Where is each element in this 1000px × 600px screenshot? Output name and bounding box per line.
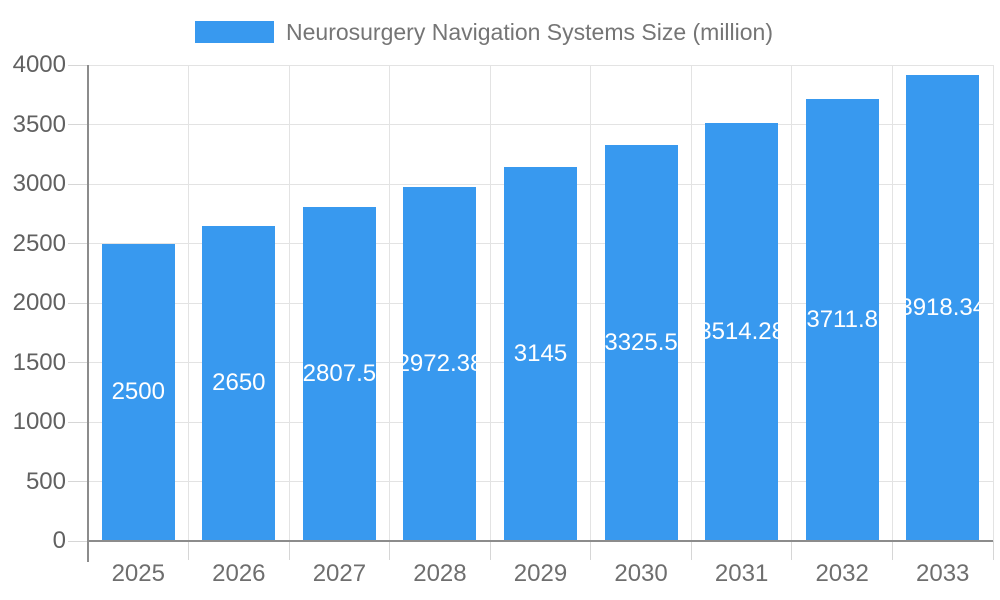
x-axis-label: 2031 xyxy=(714,560,769,587)
bar: 3918.34 xyxy=(906,74,980,541)
x-axis-label: 2032 xyxy=(815,560,869,587)
bar: 2500 xyxy=(101,243,175,541)
bar-value-label: 3711.8 xyxy=(806,306,878,334)
x-gridline xyxy=(389,65,391,541)
x-gridline xyxy=(992,65,994,541)
bar-value-label: 2807.5 xyxy=(302,359,376,387)
x-axis-label: 2030 xyxy=(614,560,668,587)
x-axis-label: 2028 xyxy=(413,560,467,587)
legend-label: Neurosurgery Navigation Systems Size (mi… xyxy=(286,18,773,45)
bar: 3711.8 xyxy=(805,99,879,541)
y-axis-label: 3000 xyxy=(12,170,66,197)
x-gridline xyxy=(188,65,190,541)
x-gridline xyxy=(690,65,692,541)
bar: 2650 xyxy=(202,225,276,541)
bar-value-label: 3145 xyxy=(513,339,568,367)
x-gridline xyxy=(590,65,592,541)
y-axis-tick xyxy=(68,124,88,125)
bar: 2972.38 xyxy=(403,187,477,541)
y-axis-label: 2000 xyxy=(12,289,66,316)
x-axis-tick xyxy=(389,541,391,560)
y-axis-tick xyxy=(68,540,88,542)
y-axis-label: 1500 xyxy=(12,348,66,376)
y-axis-label: 3500 xyxy=(12,110,66,138)
x-axis-tick xyxy=(791,541,793,560)
x-axis-tick xyxy=(590,541,592,560)
bar-value-label: 2650 xyxy=(212,369,266,397)
y-axis-line xyxy=(87,65,89,562)
y-axis-tick xyxy=(68,362,88,363)
y-axis-label: 500 xyxy=(25,467,66,495)
y-axis-tick xyxy=(68,183,88,185)
x-gridline xyxy=(489,65,491,541)
chart-legend: Neurosurgery Navigation Systems Size (mi… xyxy=(195,18,773,45)
x-gridline xyxy=(288,65,290,541)
x-axis-line xyxy=(88,540,993,542)
x-axis-label: 2025 xyxy=(111,560,165,587)
x-gridline xyxy=(891,65,893,541)
y-axis-tick xyxy=(68,302,88,304)
x-axis-tick xyxy=(891,541,893,560)
bar-value-label: 3325.5 xyxy=(604,329,678,357)
y-axis-tick xyxy=(68,243,88,244)
bar-value-label: 2972.38 xyxy=(403,350,476,378)
x-axis-tick xyxy=(690,541,692,560)
y-gridline xyxy=(88,64,993,66)
x-axis-tick xyxy=(992,541,994,560)
y-axis-tick xyxy=(68,64,88,66)
bar-value-label: 3918.34 xyxy=(906,293,979,321)
x-axis-tick xyxy=(288,541,290,560)
x-axis-tick xyxy=(188,541,190,560)
x-axis-label: 2027 xyxy=(312,560,367,587)
y-axis-label: 2500 xyxy=(12,229,66,257)
y-axis-label: 0 xyxy=(52,527,66,554)
x-gridline xyxy=(791,65,793,541)
x-axis-label: 2033 xyxy=(916,560,970,587)
y-axis-tick xyxy=(68,481,88,482)
bar-value-label: 3514.28 xyxy=(705,317,778,345)
bar: 2807.5 xyxy=(302,206,376,541)
bar: 3325.5 xyxy=(604,145,678,541)
y-axis-label: 1000 xyxy=(12,408,66,435)
x-axis-label: 2029 xyxy=(513,560,568,587)
bar: 3145 xyxy=(504,166,577,541)
y-gridline xyxy=(88,124,993,125)
x-axis-tick xyxy=(489,541,491,560)
legend-swatch xyxy=(195,21,274,43)
bar: 3514.28 xyxy=(705,122,779,541)
y-axis-label: 4000 xyxy=(12,51,66,78)
x-axis-label: 2026 xyxy=(212,560,266,587)
y-axis-tick xyxy=(68,421,88,423)
bar-value-label: 2500 xyxy=(111,378,165,406)
